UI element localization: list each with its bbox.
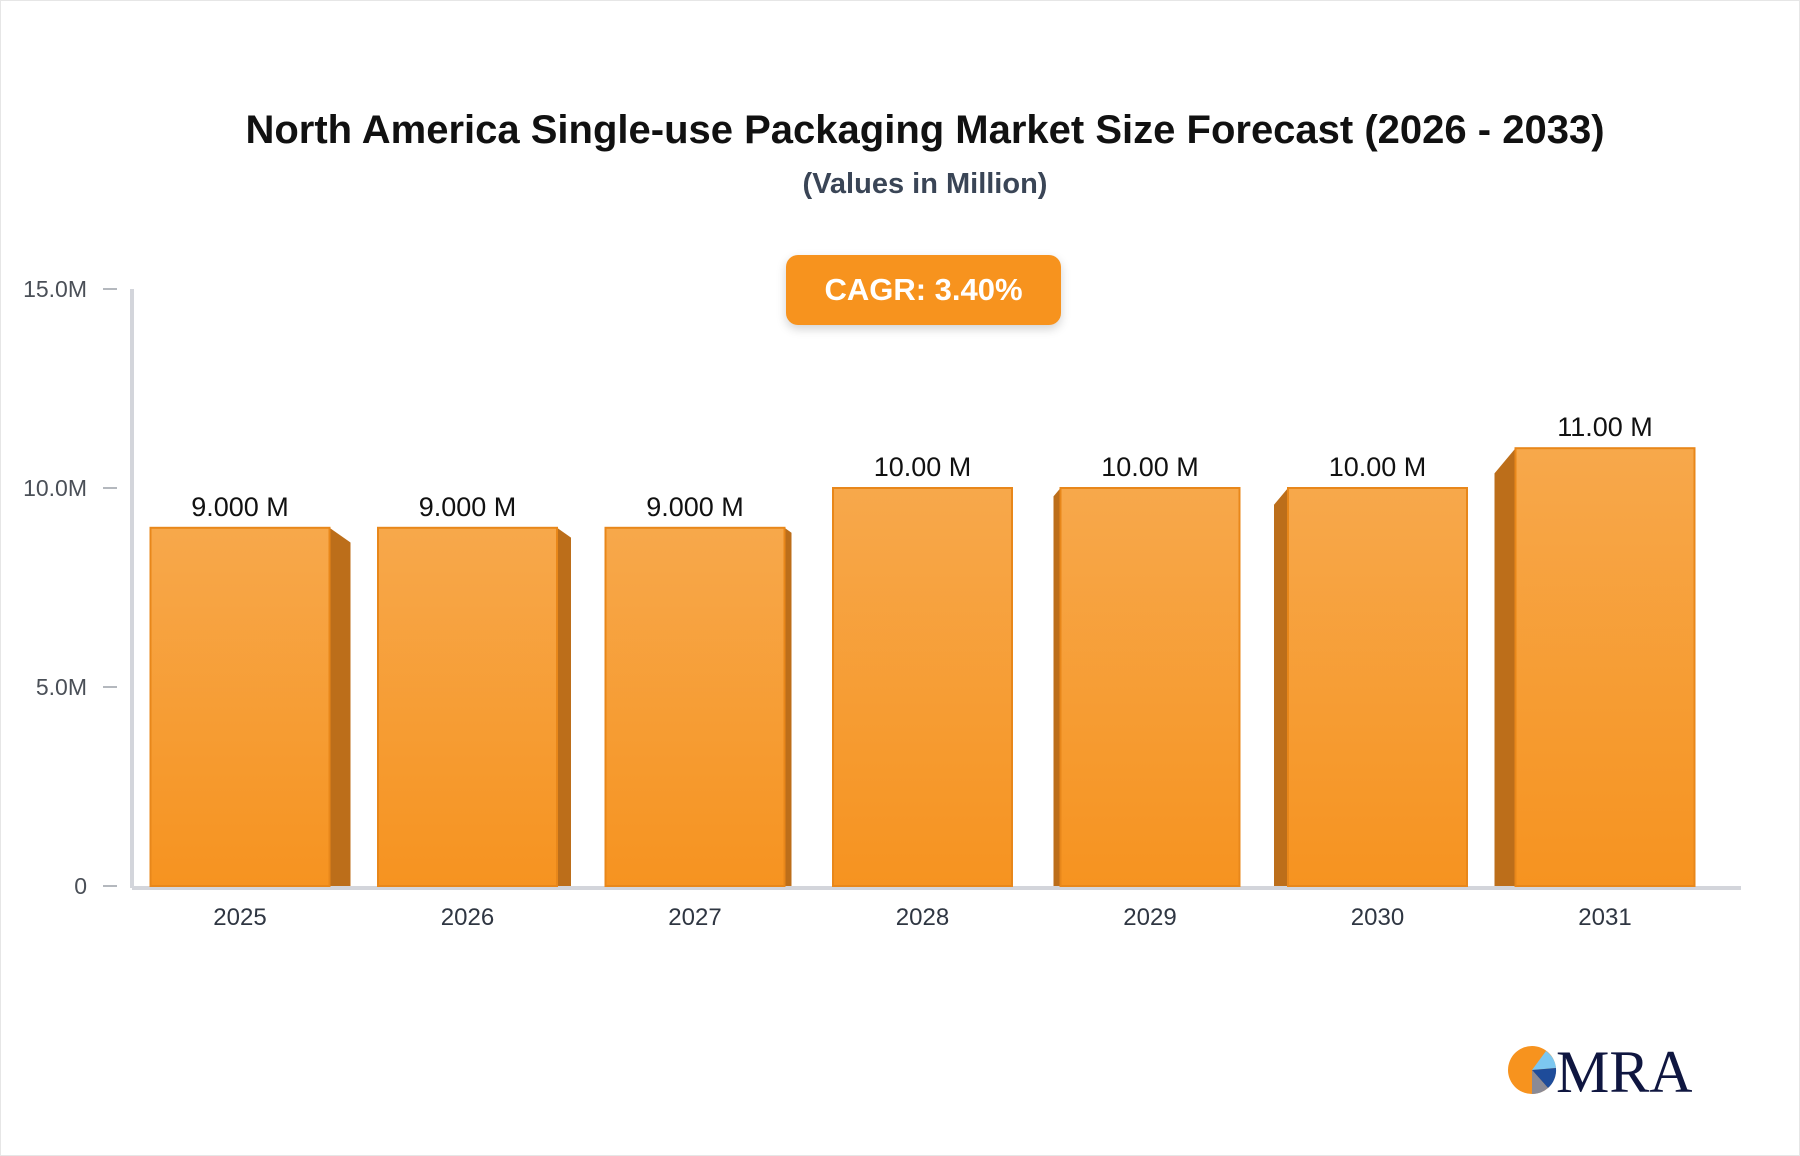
bar-2030 xyxy=(1287,487,1468,887)
data-label: 11.00 M xyxy=(1557,412,1653,442)
bar-side xyxy=(1053,488,1061,886)
x-tick-label: 2025 xyxy=(213,904,266,931)
y-tick-label: 15.0M xyxy=(23,276,87,302)
chart-subtitle: (Values in Million) xyxy=(802,168,1048,200)
x-tick-label: 2029 xyxy=(1123,904,1176,931)
y-tick-label: 0 xyxy=(74,873,87,899)
x-tick-label: 2031 xyxy=(1578,904,1631,931)
bar-side xyxy=(1274,488,1288,886)
bar-side xyxy=(329,527,351,886)
x-tick-label: 2026 xyxy=(441,904,494,931)
x-tick-label: 2030 xyxy=(1351,904,1404,931)
bar-2027 xyxy=(604,526,786,887)
y-tick-label: 5.0M xyxy=(36,674,87,700)
mra-logo: MRA xyxy=(1508,1042,1692,1098)
logo-text: MRA xyxy=(1556,1042,1692,1098)
chart-title: North America Single-use Packaging Marke… xyxy=(245,108,1605,152)
x-tick-label: 2027 xyxy=(668,904,721,931)
data-label: 10.00 M xyxy=(874,452,972,482)
bar-side xyxy=(1494,448,1516,886)
bar-side xyxy=(557,527,571,886)
data-label: 9.000 M xyxy=(419,492,517,522)
bar-side xyxy=(784,527,792,886)
y-tick-label: 10.0M xyxy=(23,475,87,501)
data-label: 9.000 M xyxy=(191,492,289,522)
x-tick-label: 2028 xyxy=(896,904,949,931)
bar-2031 xyxy=(1514,447,1696,887)
bar-2026 xyxy=(377,526,558,887)
cagr-text: CAGR: 3.40% xyxy=(824,272,1023,307)
cagr-badge: CAGR: 3.40% xyxy=(786,255,1061,325)
data-label: 9.000 M xyxy=(646,492,744,522)
data-label: 10.00 M xyxy=(1101,452,1199,482)
bar-2029 xyxy=(1059,487,1241,887)
bar-2028 xyxy=(832,487,1013,887)
bar-2025 xyxy=(149,526,331,887)
data-label: 10.00 M xyxy=(1329,452,1427,482)
